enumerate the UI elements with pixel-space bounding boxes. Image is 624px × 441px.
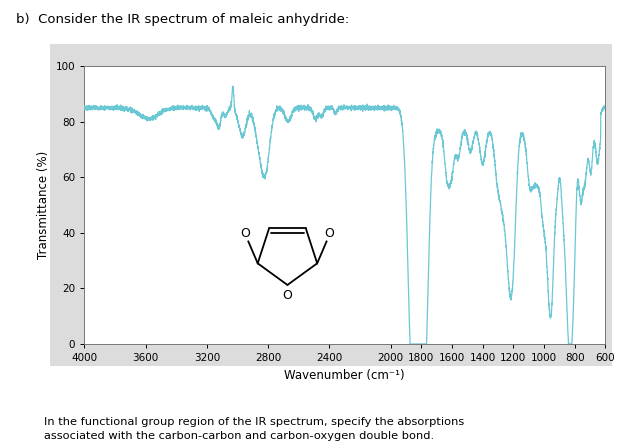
Text: In the functional group region of the IR spectrum, specify the absorptions
assoc: In the functional group region of the IR… — [44, 417, 464, 441]
X-axis label: Wavenumber (cm⁻¹): Wavenumber (cm⁻¹) — [285, 369, 405, 381]
Y-axis label: Transmittance (%): Transmittance (%) — [37, 151, 50, 259]
Text: b)  Consider the IR spectrum of maleic anhydride:: b) Consider the IR spectrum of maleic an… — [16, 13, 349, 26]
